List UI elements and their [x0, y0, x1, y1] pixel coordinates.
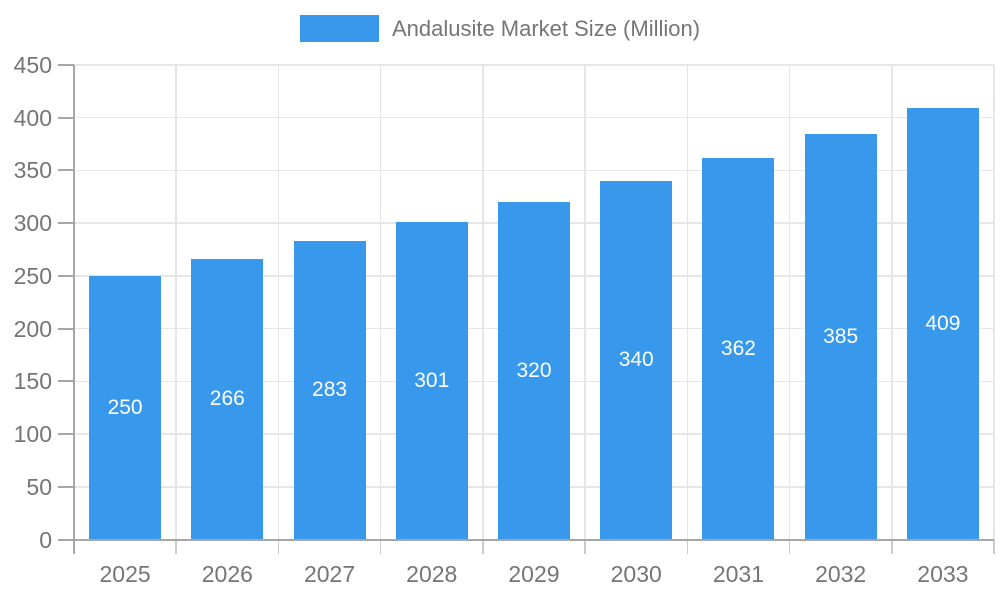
gridline-horizontal [74, 116, 994, 119]
y-axis-tick [58, 222, 74, 225]
y-tick-label: 450 [13, 52, 52, 78]
x-tick-label: 2026 [201, 561, 253, 587]
bar-value-label: 301 [414, 368, 450, 392]
y-axis-tick [58, 116, 74, 119]
bar[interactable] [906, 108, 979, 540]
y-tick-label: 200 [13, 315, 52, 342]
chart-legend[interactable]: Andalusite Market Size (Million) [0, 15, 1000, 42]
bar-value-label: 362 [720, 336, 756, 360]
x-tick-label: 2025 [99, 561, 151, 587]
bar[interactable] [293, 241, 366, 540]
y-axis-tick [58, 433, 74, 436]
y-axis-tick [58, 274, 74, 277]
x-axis-tick [584, 539, 586, 554]
x-axis-tick [175, 539, 177, 554]
x-axis-tick [277, 539, 280, 554]
x-axis-tick [891, 539, 893, 554]
x-axis-tick [788, 539, 791, 554]
bar[interactable] [804, 133, 877, 540]
x-axis-tick [379, 539, 382, 554]
y-axis-tick [58, 485, 74, 488]
x-axis-tick [686, 539, 689, 554]
bar[interactable] [702, 157, 775, 540]
bar[interactable] [498, 202, 570, 540]
legend-swatch [299, 15, 379, 42]
bar[interactable] [89, 275, 162, 540]
x-axis-line [74, 538, 994, 541]
x-axis-tick [993, 539, 995, 554]
gridline-vertical [788, 65, 791, 540]
y-tick-label: 250 [13, 262, 52, 289]
gridline-vertical [686, 65, 689, 540]
y-tick-label: 0 [39, 526, 52, 553]
x-tick-label: 2028 [406, 561, 458, 587]
y-tick-label: 100 [13, 421, 52, 448]
bar[interactable] [600, 180, 673, 540]
x-axis-tick [482, 539, 484, 554]
y-axis-tick [58, 538, 74, 541]
y-tick-label: 150 [13, 368, 52, 395]
gridline-vertical [482, 65, 484, 540]
x-tick-label: 2032 [815, 561, 867, 587]
y-axis-tick [58, 169, 74, 172]
gridline-vertical [993, 65, 995, 540]
bar-value-label: 320 [516, 358, 552, 382]
bar[interactable] [191, 259, 264, 540]
legend-label: Andalusite Market Size (Million) [391, 15, 701, 41]
x-tick-label: 2031 [712, 561, 765, 587]
x-tick-label: 2029 [508, 561, 560, 587]
y-tick-label: 50 [26, 473, 52, 500]
bar[interactable] [395, 222, 468, 540]
gridline-vertical [277, 65, 280, 540]
y-axis-tick [58, 64, 74, 66]
bar-value-label: 340 [618, 348, 654, 372]
bar-value-label: 250 [107, 395, 143, 419]
bar-value-label: 266 [209, 387, 245, 411]
gridline-horizontal [74, 169, 994, 172]
y-axis-tick [58, 327, 74, 330]
y-tick-label: 400 [13, 104, 52, 131]
bar-value-label: 283 [312, 378, 348, 402]
gridline-vertical [379, 65, 382, 540]
bar-value-label: 385 [823, 324, 859, 348]
y-tick-label: 350 [13, 157, 52, 184]
bar-value-label: 409 [925, 311, 961, 335]
gridline-horizontal [74, 64, 994, 66]
y-axis-line [73, 65, 75, 554]
y-axis-tick [58, 380, 74, 383]
gridline-vertical [891, 65, 893, 540]
x-tick-label: 2030 [610, 561, 662, 587]
gridline-vertical [175, 65, 177, 540]
y-tick-label: 300 [13, 210, 52, 237]
x-tick-label: 2027 [303, 561, 356, 587]
x-tick-label: 2033 [917, 561, 969, 587]
gridline-vertical [584, 65, 586, 540]
